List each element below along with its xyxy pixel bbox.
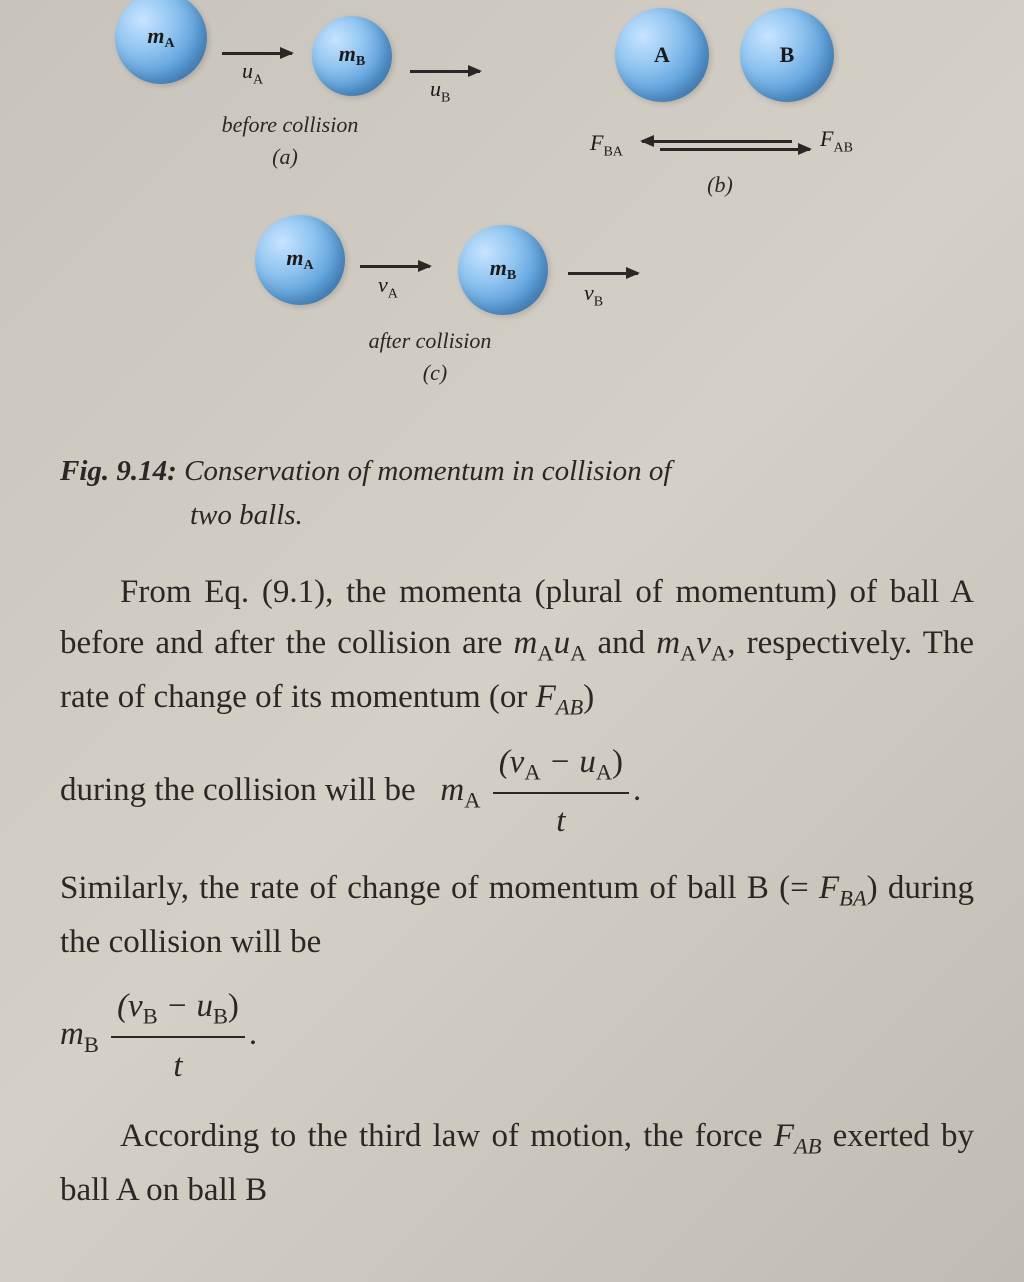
- caption-a: (a): [255, 144, 315, 170]
- arrow-vB: [568, 272, 638, 275]
- label-vA: vA: [378, 272, 398, 302]
- ball-mA-after: mA: [255, 215, 345, 305]
- body-text: From Eq. (9.1), the momenta (plural of m…: [60, 567, 974, 1216]
- caption-before-collision: before collision: [190, 112, 390, 138]
- ball-B-during: B: [740, 8, 834, 102]
- arrow-uB: [410, 70, 480, 73]
- ball-mB-after: mB: [458, 225, 548, 315]
- arrow-uA: [222, 52, 292, 55]
- ball-mB-before: mB: [312, 16, 392, 96]
- caption-c: (c): [405, 360, 465, 386]
- paragraph-2: Similarly, the rate of change of momentu…: [60, 863, 974, 968]
- label-FAB: FAB: [820, 126, 853, 156]
- paragraph-3: According to the third law of motion, th…: [60, 1111, 974, 1216]
- arrow-FBA: [642, 140, 792, 143]
- label-uB: uB: [430, 76, 450, 106]
- caption-after-collision: after collision: [330, 328, 530, 354]
- ball-mA-before: mA: [115, 0, 207, 84]
- label-FBA: FBA: [590, 130, 623, 160]
- arrow-FAB: [660, 148, 810, 151]
- label-vB: vB: [584, 280, 603, 310]
- equation-mB: mB (vB − uB) t .: [60, 980, 974, 1093]
- figure-9-14: mA uA mB uB before collision (a) A B FBA…: [60, 20, 974, 440]
- figure-title: Fig. 9.14: Conservation of momentum in c…: [60, 450, 974, 537]
- label-uA: uA: [242, 58, 263, 88]
- paragraph-1-eq: during the collision will be mA (vA − uA…: [60, 737, 974, 848]
- caption-b: (b): [690, 172, 750, 198]
- paragraph-1: From Eq. (9.1), the momenta (plural of m…: [60, 567, 974, 725]
- arrow-vA: [360, 265, 430, 268]
- ball-A-during: A: [615, 8, 709, 102]
